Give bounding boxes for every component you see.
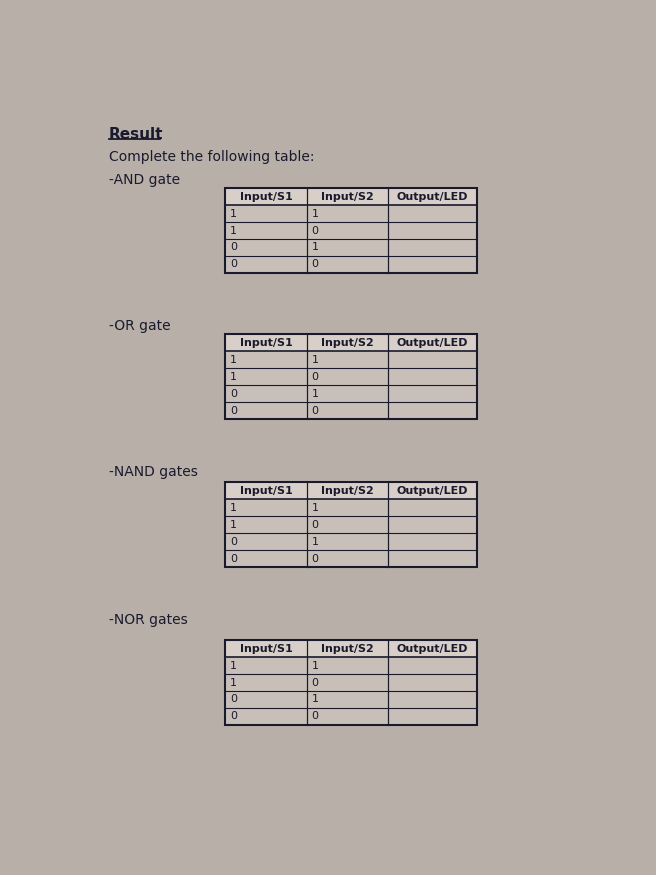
Text: 0: 0 bbox=[230, 711, 237, 721]
Bar bbox=[226, 402, 478, 419]
Bar bbox=[226, 500, 478, 516]
Bar bbox=[226, 205, 478, 222]
Text: 0: 0 bbox=[312, 677, 318, 688]
Text: -NAND gates: -NAND gates bbox=[109, 466, 198, 480]
Text: 1: 1 bbox=[312, 695, 318, 704]
Bar bbox=[226, 482, 478, 567]
Text: Input/S2: Input/S2 bbox=[321, 486, 374, 496]
Text: Complete the following table:: Complete the following table: bbox=[109, 150, 315, 164]
Text: 1: 1 bbox=[312, 503, 318, 513]
Bar bbox=[226, 640, 478, 657]
Text: 1: 1 bbox=[230, 661, 237, 670]
Text: 0: 0 bbox=[312, 406, 318, 416]
Text: 1: 1 bbox=[312, 661, 318, 670]
Text: 0: 0 bbox=[312, 372, 318, 382]
Text: 0: 0 bbox=[230, 406, 237, 416]
Bar bbox=[226, 691, 478, 708]
Bar bbox=[226, 550, 478, 567]
Bar bbox=[226, 255, 478, 273]
Text: Input/S2: Input/S2 bbox=[321, 192, 374, 201]
Text: 0: 0 bbox=[230, 536, 237, 547]
Text: Output/LED: Output/LED bbox=[397, 338, 468, 348]
Text: 0: 0 bbox=[312, 711, 318, 721]
Text: 0: 0 bbox=[230, 554, 237, 564]
Text: 0: 0 bbox=[312, 226, 318, 235]
Text: Input/S1: Input/S1 bbox=[239, 486, 293, 496]
Bar bbox=[226, 533, 478, 550]
Text: 0: 0 bbox=[312, 520, 318, 529]
Text: 1: 1 bbox=[230, 226, 237, 235]
Bar bbox=[226, 657, 478, 674]
Text: 1: 1 bbox=[230, 677, 237, 688]
Text: 1: 1 bbox=[312, 208, 318, 219]
Bar bbox=[226, 352, 478, 368]
Text: 0: 0 bbox=[230, 388, 237, 399]
Text: 0: 0 bbox=[230, 242, 237, 253]
Text: Output/LED: Output/LED bbox=[397, 644, 468, 654]
Bar bbox=[226, 222, 478, 239]
Text: 0: 0 bbox=[230, 695, 237, 704]
Bar bbox=[226, 640, 478, 724]
Bar bbox=[226, 334, 478, 419]
Bar bbox=[226, 239, 478, 256]
Text: 1: 1 bbox=[230, 372, 237, 382]
Text: Input/S2: Input/S2 bbox=[321, 644, 374, 654]
Text: 1: 1 bbox=[312, 388, 318, 399]
Text: -NOR gates: -NOR gates bbox=[109, 613, 188, 627]
Text: 1: 1 bbox=[312, 355, 318, 365]
Bar bbox=[226, 188, 478, 273]
Text: 0: 0 bbox=[312, 259, 318, 270]
Bar bbox=[226, 482, 478, 500]
Bar bbox=[226, 188, 478, 205]
Bar bbox=[226, 385, 478, 402]
Text: 1: 1 bbox=[230, 208, 237, 219]
Text: -OR gate: -OR gate bbox=[109, 319, 171, 333]
Text: 1: 1 bbox=[312, 536, 318, 547]
Bar bbox=[226, 674, 478, 691]
Text: Input/S1: Input/S1 bbox=[239, 192, 293, 201]
Bar bbox=[226, 334, 478, 352]
Bar bbox=[226, 708, 478, 724]
Text: 1: 1 bbox=[230, 503, 237, 513]
Bar bbox=[226, 516, 478, 533]
Text: Input/S1: Input/S1 bbox=[239, 338, 293, 348]
Text: 1: 1 bbox=[230, 355, 237, 365]
Text: 0: 0 bbox=[312, 554, 318, 564]
Text: 1: 1 bbox=[230, 520, 237, 529]
Text: Output/LED: Output/LED bbox=[397, 192, 468, 201]
Text: Output/LED: Output/LED bbox=[397, 486, 468, 496]
Text: 1: 1 bbox=[312, 242, 318, 253]
Text: 0: 0 bbox=[230, 259, 237, 270]
Text: -AND gate: -AND gate bbox=[109, 172, 180, 186]
Text: Result: Result bbox=[109, 127, 163, 142]
Bar bbox=[226, 368, 478, 385]
Text: Input/S2: Input/S2 bbox=[321, 338, 374, 348]
Text: Input/S1: Input/S1 bbox=[239, 644, 293, 654]
